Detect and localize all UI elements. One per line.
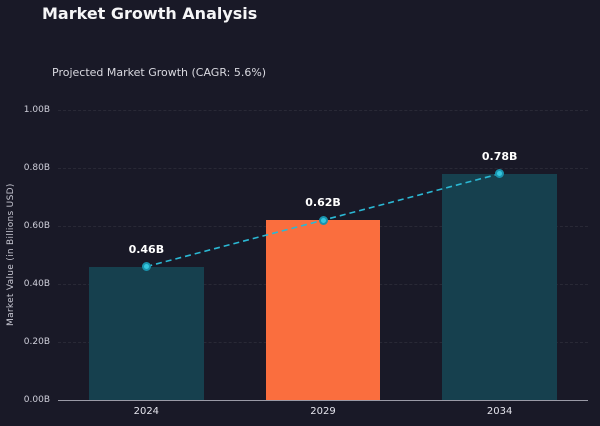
y-tick-label: 0.20B bbox=[23, 337, 50, 347]
x-tick-label: 2029 bbox=[310, 406, 336, 417]
bar-2024 bbox=[88, 266, 204, 400]
gridline bbox=[58, 110, 588, 111]
x-tick-label: 2034 bbox=[486, 406, 513, 417]
y-tick-label: 0.80B bbox=[23, 163, 50, 173]
value-label: 0.62B bbox=[305, 196, 341, 210]
bar-2034 bbox=[442, 173, 558, 400]
data-point-marker bbox=[495, 169, 505, 179]
y-tick-label: 0.40B bbox=[23, 279, 50, 289]
chart-subtitle: Projected Market Growth (CAGR: 5.6%) bbox=[52, 66, 267, 79]
y-axis-title: Market Value (in Billions USD) bbox=[6, 183, 16, 327]
y-tick-label: 0.60B bbox=[23, 221, 50, 231]
plot-area: 2024 2029 2034 0.46B 0.62B 0.78B bbox=[58, 110, 588, 417]
data-point-marker bbox=[318, 215, 328, 225]
value-label: 0.46B bbox=[128, 242, 165, 256]
bar-2029 bbox=[265, 220, 381, 400]
data-point-marker bbox=[141, 262, 151, 272]
page-title: Market Growth Analysis bbox=[42, 4, 258, 23]
x-tick-label: 2024 bbox=[133, 406, 160, 417]
y-tick-label: 0.00B bbox=[23, 395, 50, 405]
gridline bbox=[58, 168, 588, 169]
value-label: 0.78B bbox=[481, 149, 518, 163]
y-tick-label: 1.00B bbox=[23, 105, 50, 115]
